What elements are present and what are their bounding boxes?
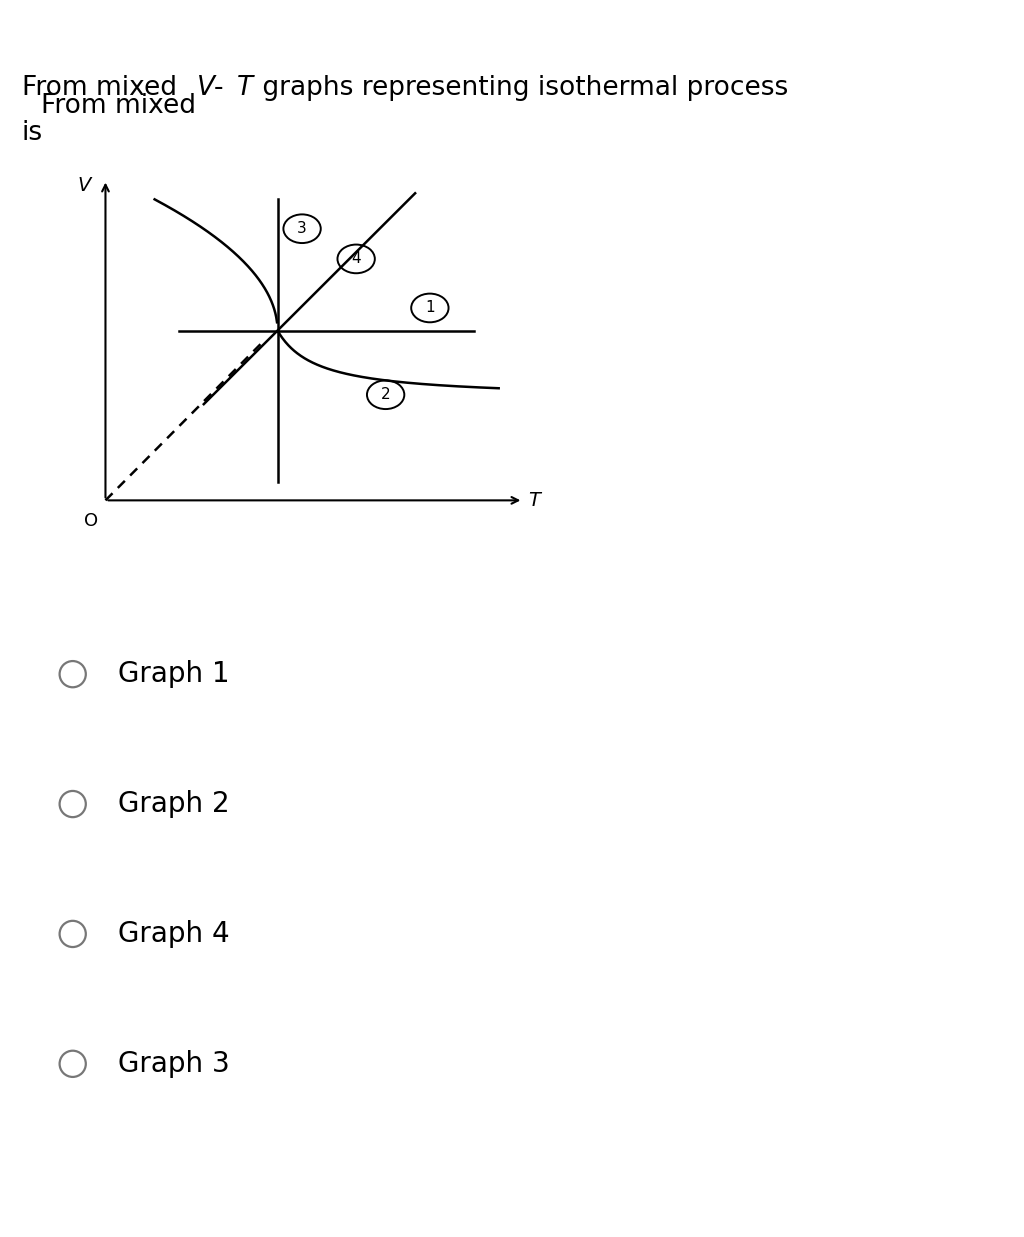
Text: Graph 3: Graph 3 [118, 1050, 229, 1077]
Text: From mixed: From mixed [41, 93, 205, 119]
Text: Graph 4: Graph 4 [118, 920, 229, 948]
Text: Graph 2: Graph 2 [118, 790, 229, 818]
Text: Graph 1: Graph 1 [118, 661, 229, 688]
Text: 2: 2 [381, 387, 390, 402]
Text: From mixed: From mixed [22, 75, 185, 101]
Text: T: T [528, 491, 540, 510]
Text: O: O [84, 512, 98, 529]
Text: T: T [237, 75, 253, 101]
Text: graphs representing isothermal process: graphs representing isothermal process [254, 75, 788, 101]
Text: -: - [214, 75, 231, 101]
Text: V: V [78, 176, 91, 195]
Text: is: is [22, 120, 43, 146]
Text: 4: 4 [351, 251, 360, 266]
Text: 3: 3 [297, 221, 307, 236]
Text: 1: 1 [425, 301, 434, 315]
Text: V: V [197, 75, 215, 101]
